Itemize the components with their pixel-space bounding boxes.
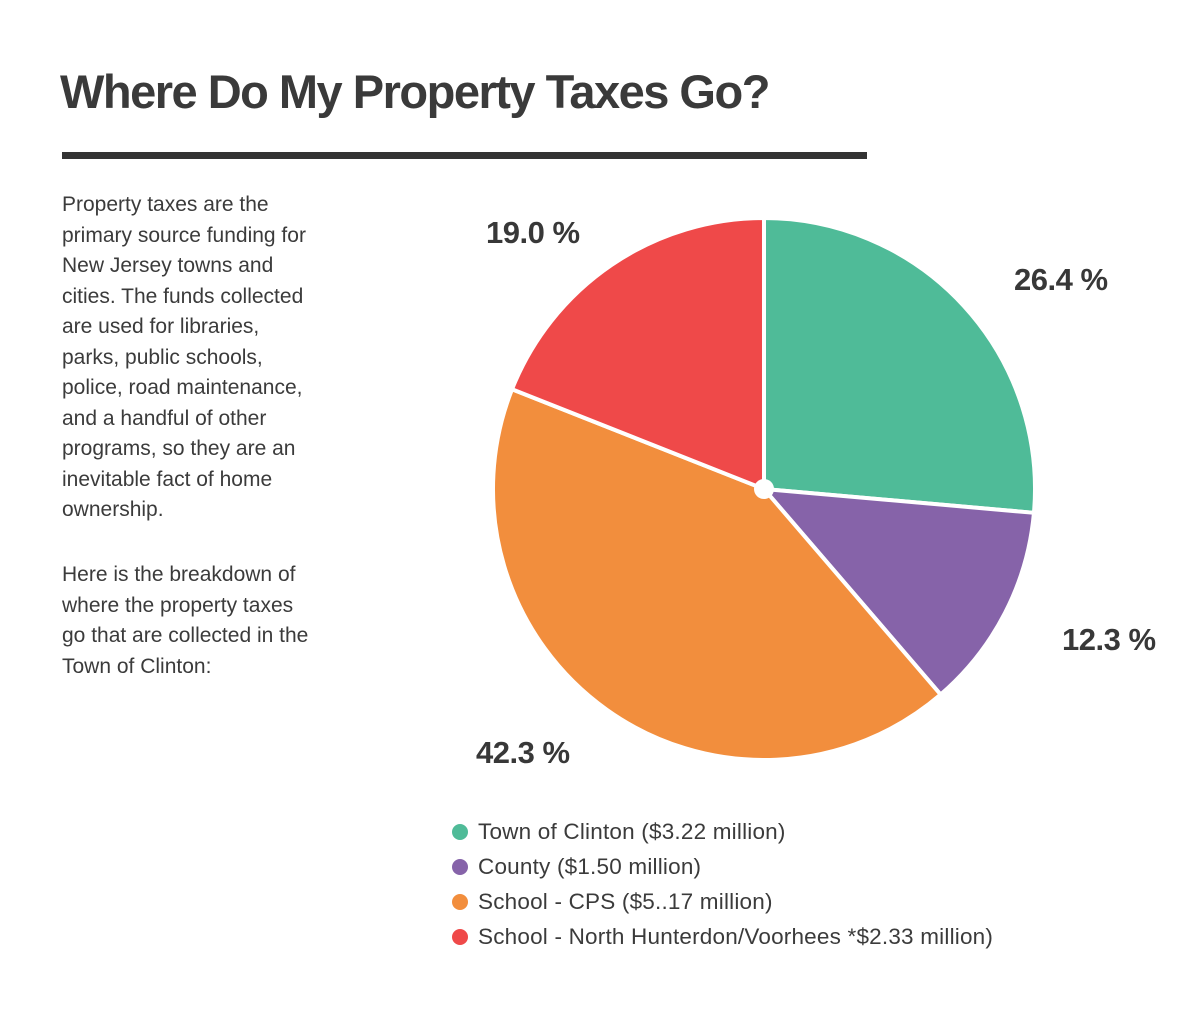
pct-label-school-north-hunterdon-voorhees: 19.0 %: [486, 215, 580, 250]
pie-chart-svg: [491, 216, 1037, 763]
pct-label-town-of-clinton: 26.4 %: [1014, 262, 1108, 297]
legend-color-dot-icon: [452, 928, 468, 945]
pie-slice-school-cps: [491, 387, 943, 763]
pct-label-county: 12.3 %: [1062, 622, 1156, 657]
intro-paragraph: Property taxes are the primary source fu…: [62, 193, 306, 521]
page-title: Where Do My Property Taxes Go?: [60, 65, 770, 118]
breakdown-paragraph: Here is the breakdown of where the prope…: [62, 563, 309, 678]
pie-chart: [489, 214, 1039, 764]
legend-color-dot-icon: [452, 858, 468, 875]
title-underline: [62, 152, 867, 159]
chart-legend: Town of Clinton ($3.22 million) County (…: [452, 814, 993, 954]
pie-slice-school-north-hunterdon-voorhees: [510, 216, 766, 491]
legend-color-dot-icon: [452, 823, 468, 840]
legend-label: County ($1.50 million): [478, 853, 702, 879]
legend-item-school-north-hunterdon-voorhees: School - North Hunterdon/Voorhees *$2.33…: [452, 919, 993, 954]
legend-item-county: County ($1.50 million): [452, 849, 993, 884]
pie-slice-town-of-clinton: [762, 216, 1037, 515]
legend-label: Town of Clinton ($3.22 million): [478, 818, 786, 844]
legend-item-school-cps: School - CPS ($5..17 million): [452, 884, 993, 919]
legend-label: School - North Hunterdon/Voorhees *$2.33…: [478, 923, 994, 949]
pct-label-school-cps: 42.3 %: [476, 735, 570, 770]
legend-label: School - CPS ($5..17 million): [478, 888, 773, 914]
pie-center-dot: [754, 479, 774, 499]
legend-item-town-of-clinton: Town of Clinton ($3.22 million): [452, 814, 993, 849]
legend-color-dot-icon: [452, 893, 468, 910]
pie-slice-county: [762, 487, 1036, 697]
